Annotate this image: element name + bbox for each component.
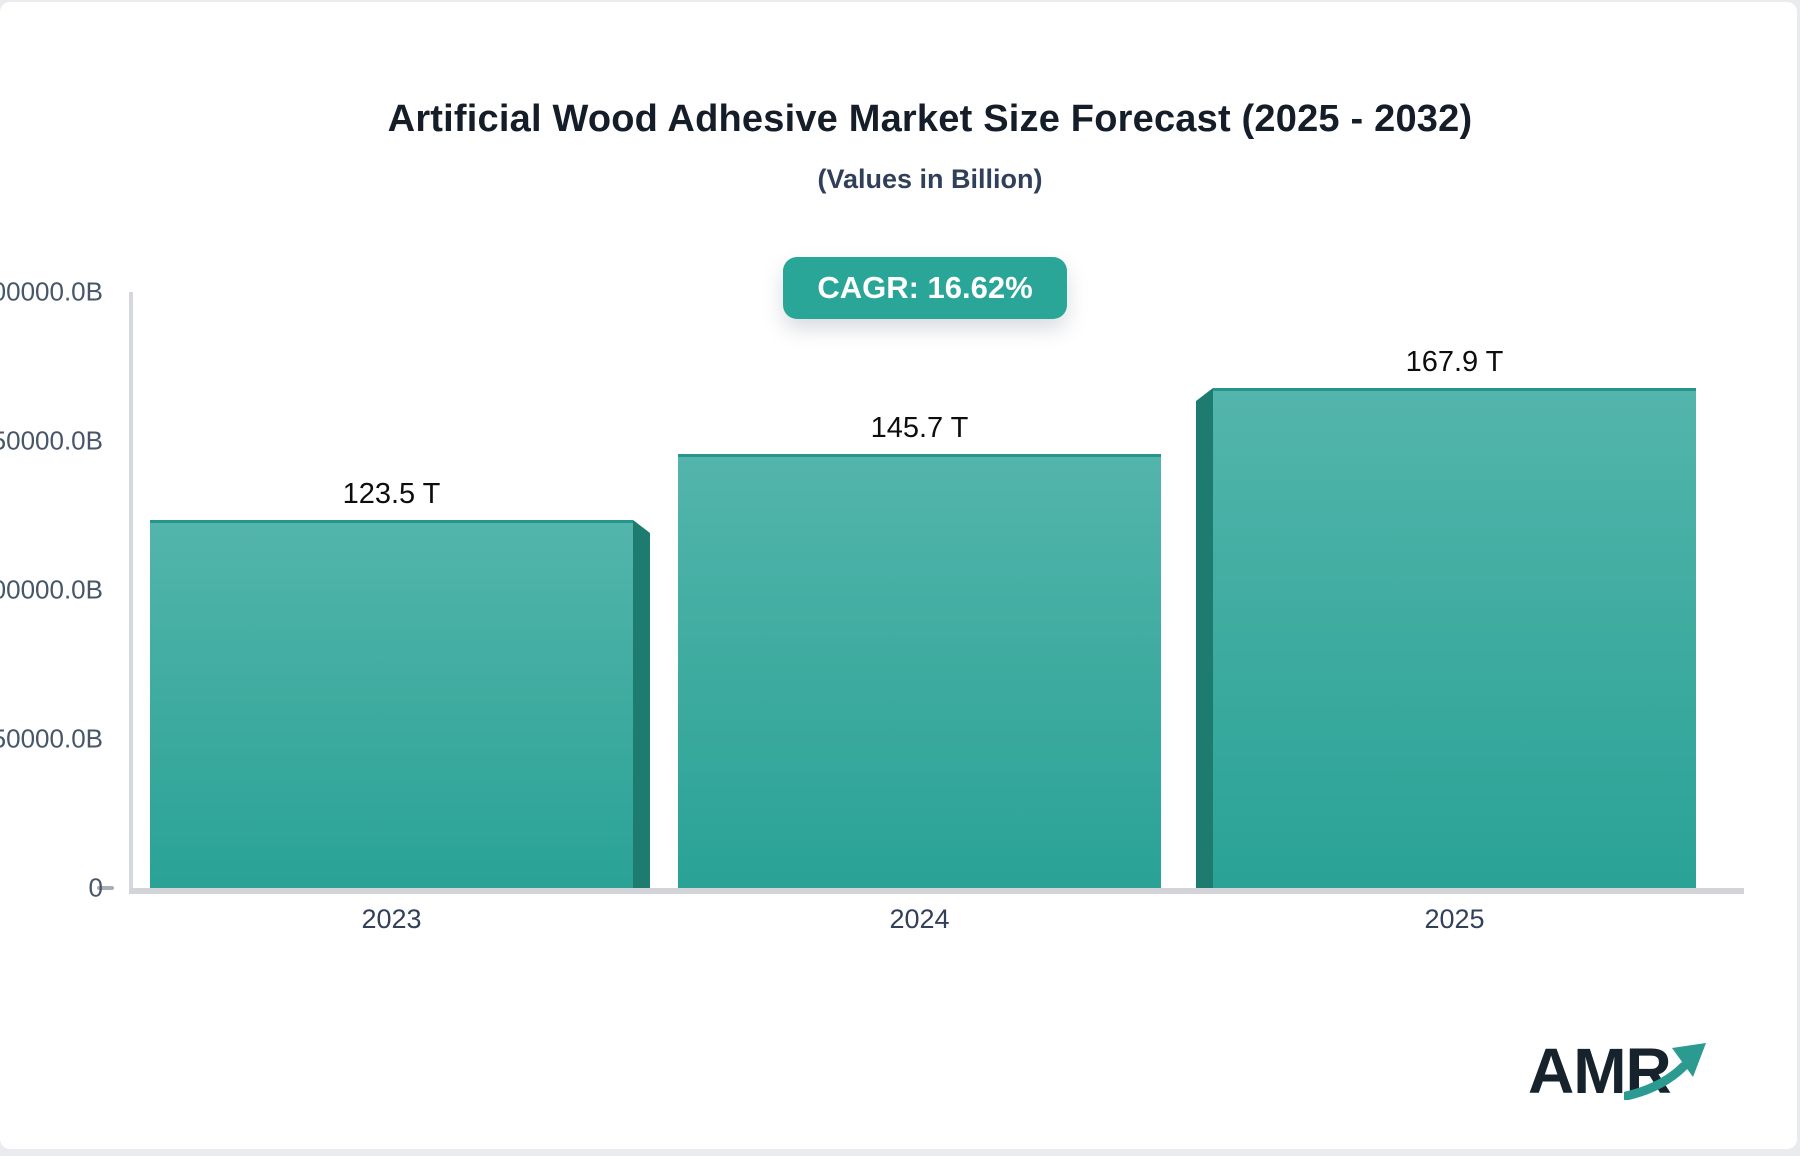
x-axis-line: [129, 888, 1744, 894]
bar-value-label: 145.7 T: [870, 412, 969, 444]
amr-logo: AMR: [1528, 1034, 1718, 1114]
y-axis-line: [129, 292, 133, 888]
bar-2023: [150, 520, 633, 888]
x-axis-label: 2025: [1424, 904, 1485, 934]
bar-value-label: 123.5 T: [342, 478, 441, 510]
x-axis-label: 2023: [361, 904, 422, 934]
y-axis-label: 200000.0B: [0, 276, 103, 307]
cagr-badge: CAGR: 16.62%: [783, 257, 1067, 319]
x-axis-label: 2024: [889, 904, 950, 934]
zero-tick-mark: [97, 886, 114, 890]
y-axis-label: 50000.0B: [0, 723, 103, 754]
y-axis-label: 0: [88, 872, 103, 903]
bar-2025: [1213, 388, 1696, 888]
cagr-badge-wrap: CAGR: 16.62%: [0, 257, 1797, 319]
bar-value-label: 167.9 T: [1405, 346, 1504, 378]
bar-side-face: [633, 520, 650, 888]
y-axis-label: 150000.0B: [0, 425, 103, 456]
chart-title: Artificial Wood Adhesive Market Size For…: [387, 98, 1473, 140]
y-axis-label: 100000.0B: [0, 574, 103, 605]
bar-2024: [678, 454, 1161, 888]
amr-logo-text: AMR: [1528, 1035, 1672, 1107]
chart-subtitle: (Values in Billion): [817, 164, 1043, 194]
growth-arrow-icon: [1624, 1043, 1706, 1100]
bar-side-face: [1196, 388, 1213, 888]
